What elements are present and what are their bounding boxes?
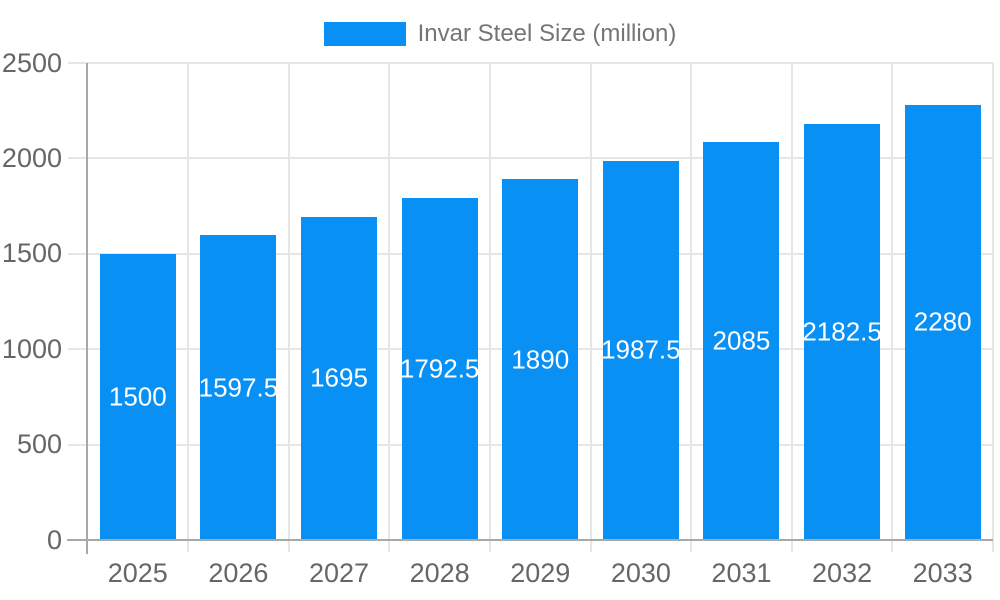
bar-2027[interactable]: 1695 [301,216,378,540]
x-tick-mark [992,540,994,552]
legend-label: Invar Steel Size (million) [417,20,677,47]
x-gridline [992,63,994,540]
bar-2025[interactable]: 1500 [99,253,176,540]
bar-2032[interactable]: 2182.5 [802,123,882,540]
x-tick-label: 2028 [409,558,470,588]
bar-value-label: 1890 [511,344,570,375]
bar-2028[interactable]: 1792.5 [399,197,480,540]
x-tick-mark [287,540,290,552]
bar-2031[interactable]: 2085 [703,142,780,540]
y-tick-label: 500 [16,429,62,460]
y-tick-label: 2500 [1,47,62,78]
x-tick-label: 2032 [812,558,873,588]
x-gridline [388,63,391,540]
bar-value-label: 2085 [712,325,771,356]
bar-value-label: 1987.5 [601,334,681,365]
x-tick-mark [488,540,491,552]
y-tick-label: 0 [46,524,62,555]
x-tick-mark [589,540,592,552]
x-gridline [488,63,491,540]
x-tick-label: 2033 [912,558,973,588]
y-gridline [67,62,993,64]
bar-value-label: 2182.5 [802,316,882,347]
chart-legend[interactable]: Invar Steel Size (million) [0,21,1000,47]
plot-area: 1500 1597.5 1695 1792.5 1890 1987.5 2085 2182.5… [67,62,994,552]
y-axis-line [86,63,88,554]
x-tick-mark [187,540,190,552]
bar-value-label: 1695 [310,362,368,393]
x-gridline [187,63,190,540]
x-tick-mark [790,540,793,552]
bar-2029[interactable]: 1890 [502,179,579,540]
x-tick-label: 2026 [208,558,269,588]
x-gridline [891,63,894,540]
y-tick-label: 2000 [1,142,62,173]
y-tick-label: 1000 [1,333,62,364]
bar-2033[interactable]: 2280 [904,104,981,540]
x-tick-mark [690,540,693,552]
x-axis-line [67,539,993,541]
y-tick-label: 1500 [1,238,62,269]
x-gridline [287,63,290,540]
bar-value-label: 1597.5 [198,372,279,403]
x-tick-label: 2027 [308,558,370,588]
x-tick-mark [388,540,391,552]
bar-value-label: 2280 [913,306,972,337]
x-tick-label: 2025 [107,558,168,588]
y-gridline [67,157,993,160]
bar-2026[interactable]: 1597.5 [198,235,279,540]
legend-swatch-icon [323,22,406,46]
bar-value-label: 1792.5 [399,353,480,384]
x-gridline [790,63,793,540]
bar-value-label: 1500 [108,381,167,412]
x-tick-mark [891,540,894,552]
bar-2030[interactable]: 1987.5 [601,160,681,540]
x-tick-label: 2029 [510,558,571,588]
x-tick-label: 2030 [610,558,671,588]
x-tick-label: 2031 [711,558,772,588]
x-gridline [589,63,592,540]
x-gridline [690,63,693,540]
